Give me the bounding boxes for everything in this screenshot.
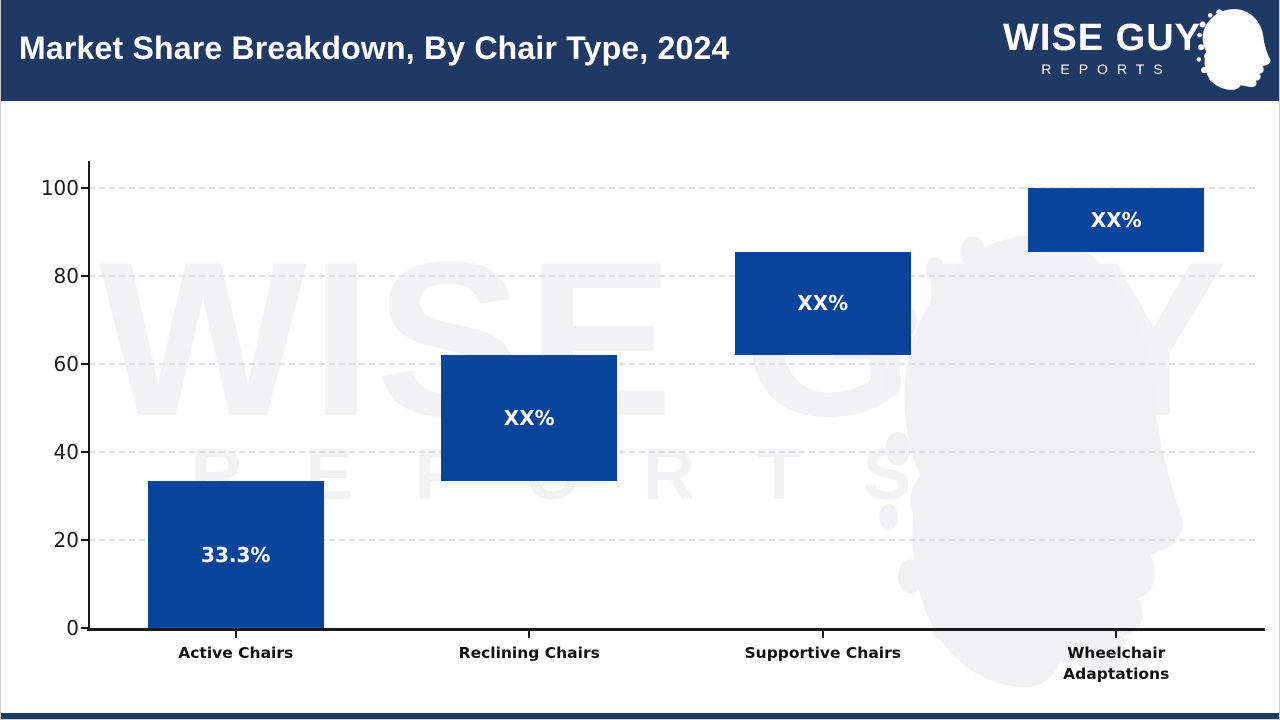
x-tick [1115, 631, 1118, 638]
y-tick-label: 60 [53, 352, 79, 376]
bar-wheelchair-adaptations: XX% [1028, 188, 1205, 252]
gridline [89, 187, 1255, 189]
y-tick [81, 275, 89, 277]
gridline [89, 275, 1255, 277]
x-category-label: Reclining Chairs [458, 644, 600, 662]
x-category-label: Supportive Chairs [744, 644, 901, 662]
x-tick [234, 631, 237, 638]
x-axis-line [87, 628, 1265, 631]
y-tick [81, 627, 89, 629]
logo-text: WISE GUY REPORTS [1002, 17, 1201, 77]
gridline [89, 451, 1255, 453]
y-tick [81, 451, 89, 453]
bar-active-chairs: 33.3% [147, 481, 324, 628]
header: Market Share Breakdown, By Chair Type, 2… [1, 0, 1279, 101]
bar-reclining-chairs: XX% [441, 355, 618, 482]
y-tick-label: 0 [66, 616, 79, 640]
y-tick-label: 40 [53, 440, 79, 464]
gridline [89, 363, 1255, 365]
bar-value-label: XX% [503, 406, 555, 431]
y-tick [81, 363, 89, 365]
y-tick-label: 100 [40, 176, 79, 200]
y-tick-label: 20 [53, 528, 79, 552]
plot: 0 20 40 60 80 100 33.3% Active Chairs XX% Reclini… [1, 101, 1279, 714]
x-tick [821, 631, 824, 638]
bar-value-label: 33.3% [201, 542, 271, 567]
y-tick [81, 187, 89, 189]
y-axis-line [88, 161, 90, 631]
bar-value-label: XX% [797, 291, 849, 316]
y-tick-label: 80 [53, 264, 79, 288]
wiseguy-head-icon [1196, 9, 1271, 90]
bottom-strip [1, 713, 1279, 719]
logo-subtitle: REPORTS [1041, 60, 1172, 77]
x-category-label: Active Chairs [178, 644, 294, 662]
gridline [89, 539, 1255, 541]
chart-area: WISE GUY REPORTS 02040608010033.3%Active… [1, 101, 1279, 714]
wiseguy-logo: WISE GUY REPORTS [1003, 6, 1271, 90]
page-title: Market Share Breakdown, By Chair Type, 2… [19, 30, 730, 66]
bar-value-label: XX% [1090, 207, 1142, 232]
y-tick [81, 539, 89, 541]
logo-wordmark: WISE GUY [1002, 17, 1201, 60]
x-tick [528, 631, 531, 638]
bar-supportive-chairs: XX% [734, 251, 911, 356]
x-category-label: Wheelchair Adaptations [1063, 644, 1170, 683]
